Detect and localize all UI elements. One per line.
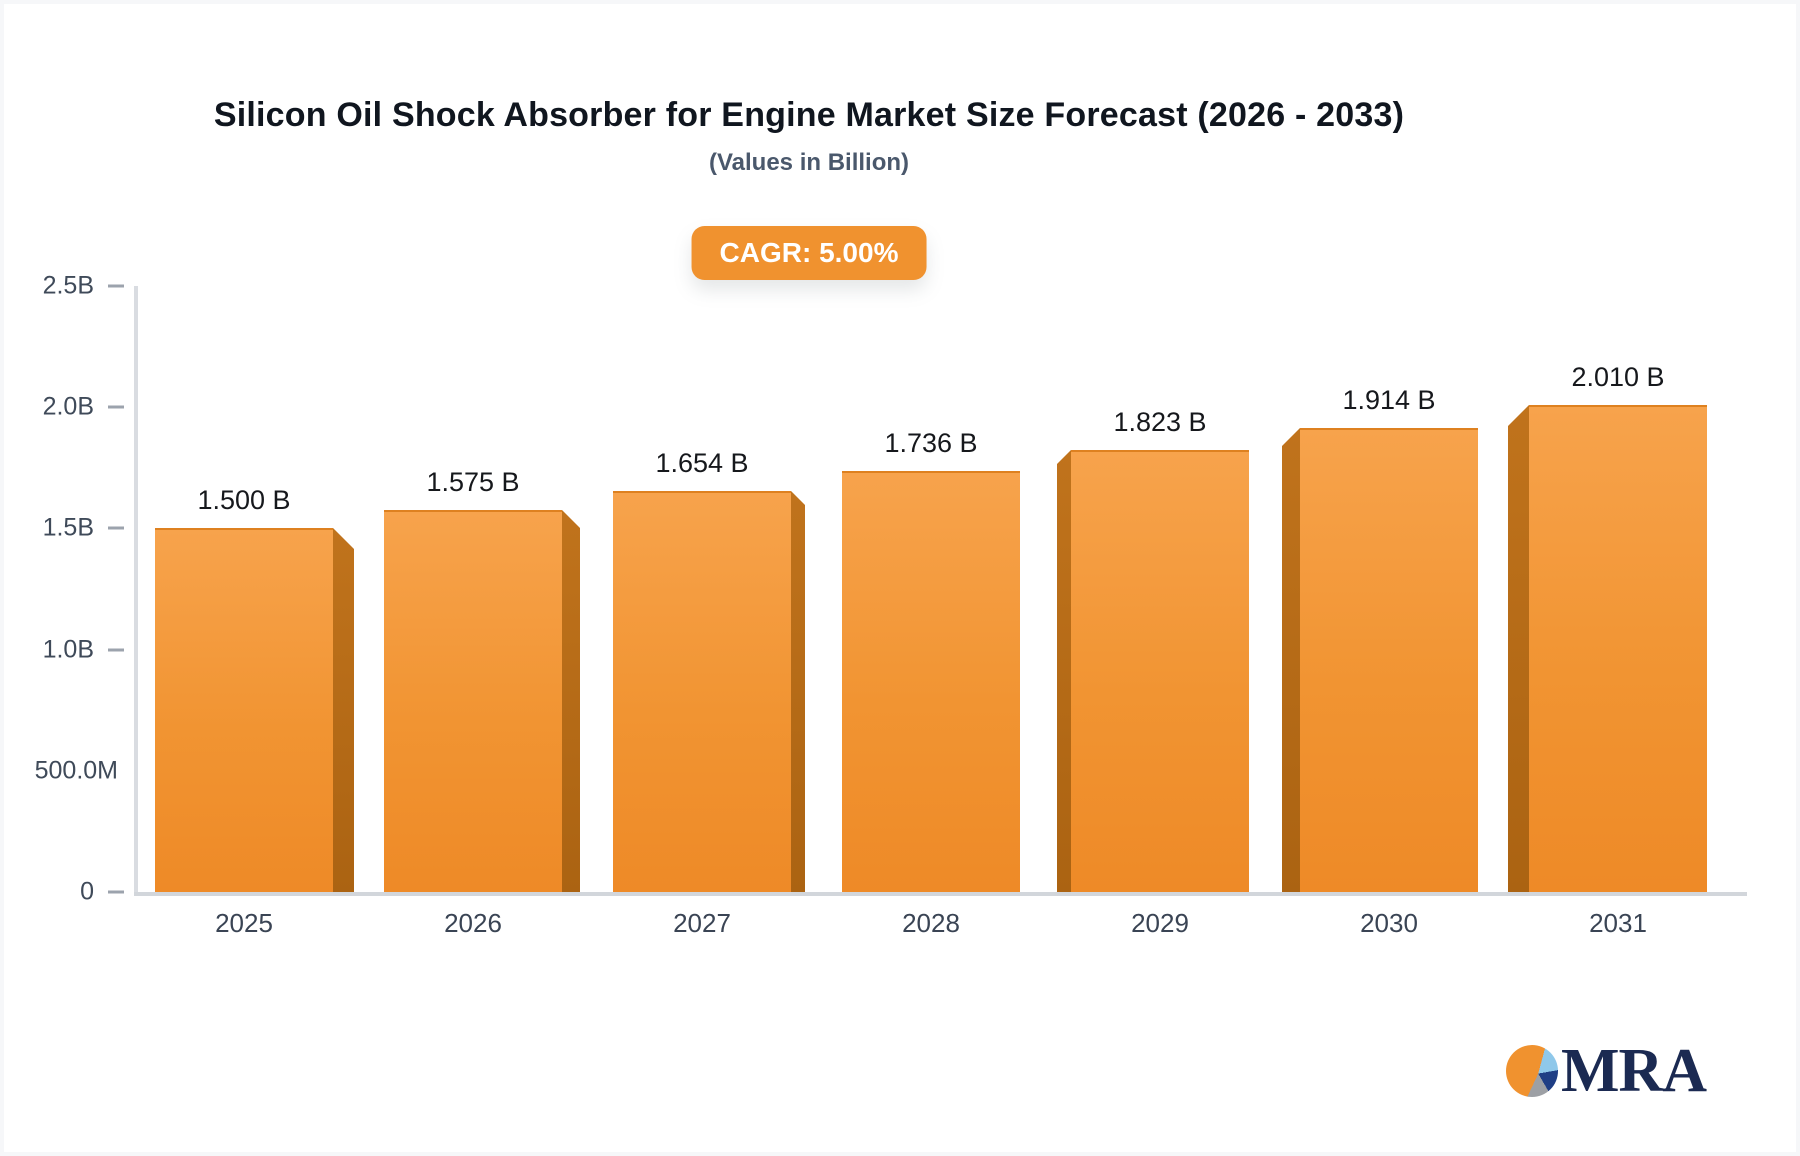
y-axis-line — [134, 286, 138, 892]
x-axis-line — [134, 892, 1747, 896]
y-tick: 2.5B — [6, 272, 134, 301]
bar-3d-side — [1508, 405, 1529, 892]
y-tick-label: 2.0B — [42, 392, 94, 421]
y-tick-dash — [108, 405, 124, 409]
brand-logo: MRA — [1506, 1037, 1707, 1105]
chart-header: Silicon Oil Shock Absorber for Engine Ma… — [4, 4, 1614, 177]
x-tick-label: 2026 — [444, 908, 502, 938]
bar-3d-side — [333, 528, 354, 892]
y-tick: 500.0M — [6, 756, 134, 785]
chart-canvas: Silicon Oil Shock Absorber for Engine Ma… — [4, 4, 1796, 1152]
chart-subtitle: (Values in Billion) — [708, 149, 910, 176]
bar — [842, 471, 1020, 892]
y-tick-dash — [108, 284, 124, 288]
bar — [1300, 428, 1478, 892]
x-tick-label: 2031 — [1589, 908, 1647, 938]
x-tick-label: 2028 — [902, 908, 960, 938]
y-tick: 1.5B — [6, 514, 134, 543]
bar-3d-side — [791, 491, 805, 892]
x-tick-label: 2030 — [1360, 908, 1418, 938]
y-tick: 0 — [6, 878, 134, 907]
bar-value-label: 2.010 B — [1571, 362, 1665, 392]
y-tick-label: 1.5B — [42, 513, 94, 542]
x-tick-label: 2027 — [673, 908, 731, 938]
bar — [1071, 450, 1249, 892]
y-tick-dash — [108, 526, 124, 530]
y-tick-label: 0 — [80, 877, 94, 906]
y-tick-label: 500.0M — [34, 756, 118, 785]
y-tick-dash — [108, 648, 124, 652]
cagr-badge: CAGR: 5.00% — [691, 226, 927, 280]
bar-value-label: 1.654 B — [655, 448, 749, 478]
brand-logo-text: MRA — [1561, 1037, 1707, 1105]
cagr-badge-wrap: CAGR: 5.00% — [691, 226, 927, 280]
bar-value-label: 1.575 B — [426, 467, 520, 497]
plot-area: 0 500.0M 1.0B 1.5B 2.0B 2.5B 1.500 B 1.575 B 1.… — [35, 272, 1747, 938]
chart-title: Silicon Oil Shock Absorber for Engine Ma… — [213, 96, 1405, 134]
bar — [384, 510, 562, 892]
bar — [155, 528, 333, 892]
x-tick-label: 2029 — [1131, 908, 1189, 938]
pie-chart-logo-icon — [1506, 1045, 1558, 1097]
x-tick-label: 2025 — [215, 908, 273, 938]
bar-3d-side — [1282, 428, 1300, 892]
bar-3d-side — [562, 510, 580, 892]
bar-value-label: 1.823 B — [1113, 407, 1207, 437]
y-tick-label: 2.5B — [42, 271, 94, 300]
bar-value-label: 1.736 B — [884, 428, 978, 458]
y-tick-dash — [108, 890, 124, 894]
bar-value-label: 1.914 B — [1342, 385, 1436, 415]
y-tick: 2.0B — [6, 393, 134, 422]
bar — [613, 491, 791, 892]
bar — [1529, 405, 1707, 892]
y-tick-label: 1.0B — [42, 635, 94, 664]
bar-value-label: 1.500 B — [197, 485, 291, 515]
bar-3d-side — [1057, 450, 1071, 892]
y-tick: 1.0B — [6, 635, 134, 664]
